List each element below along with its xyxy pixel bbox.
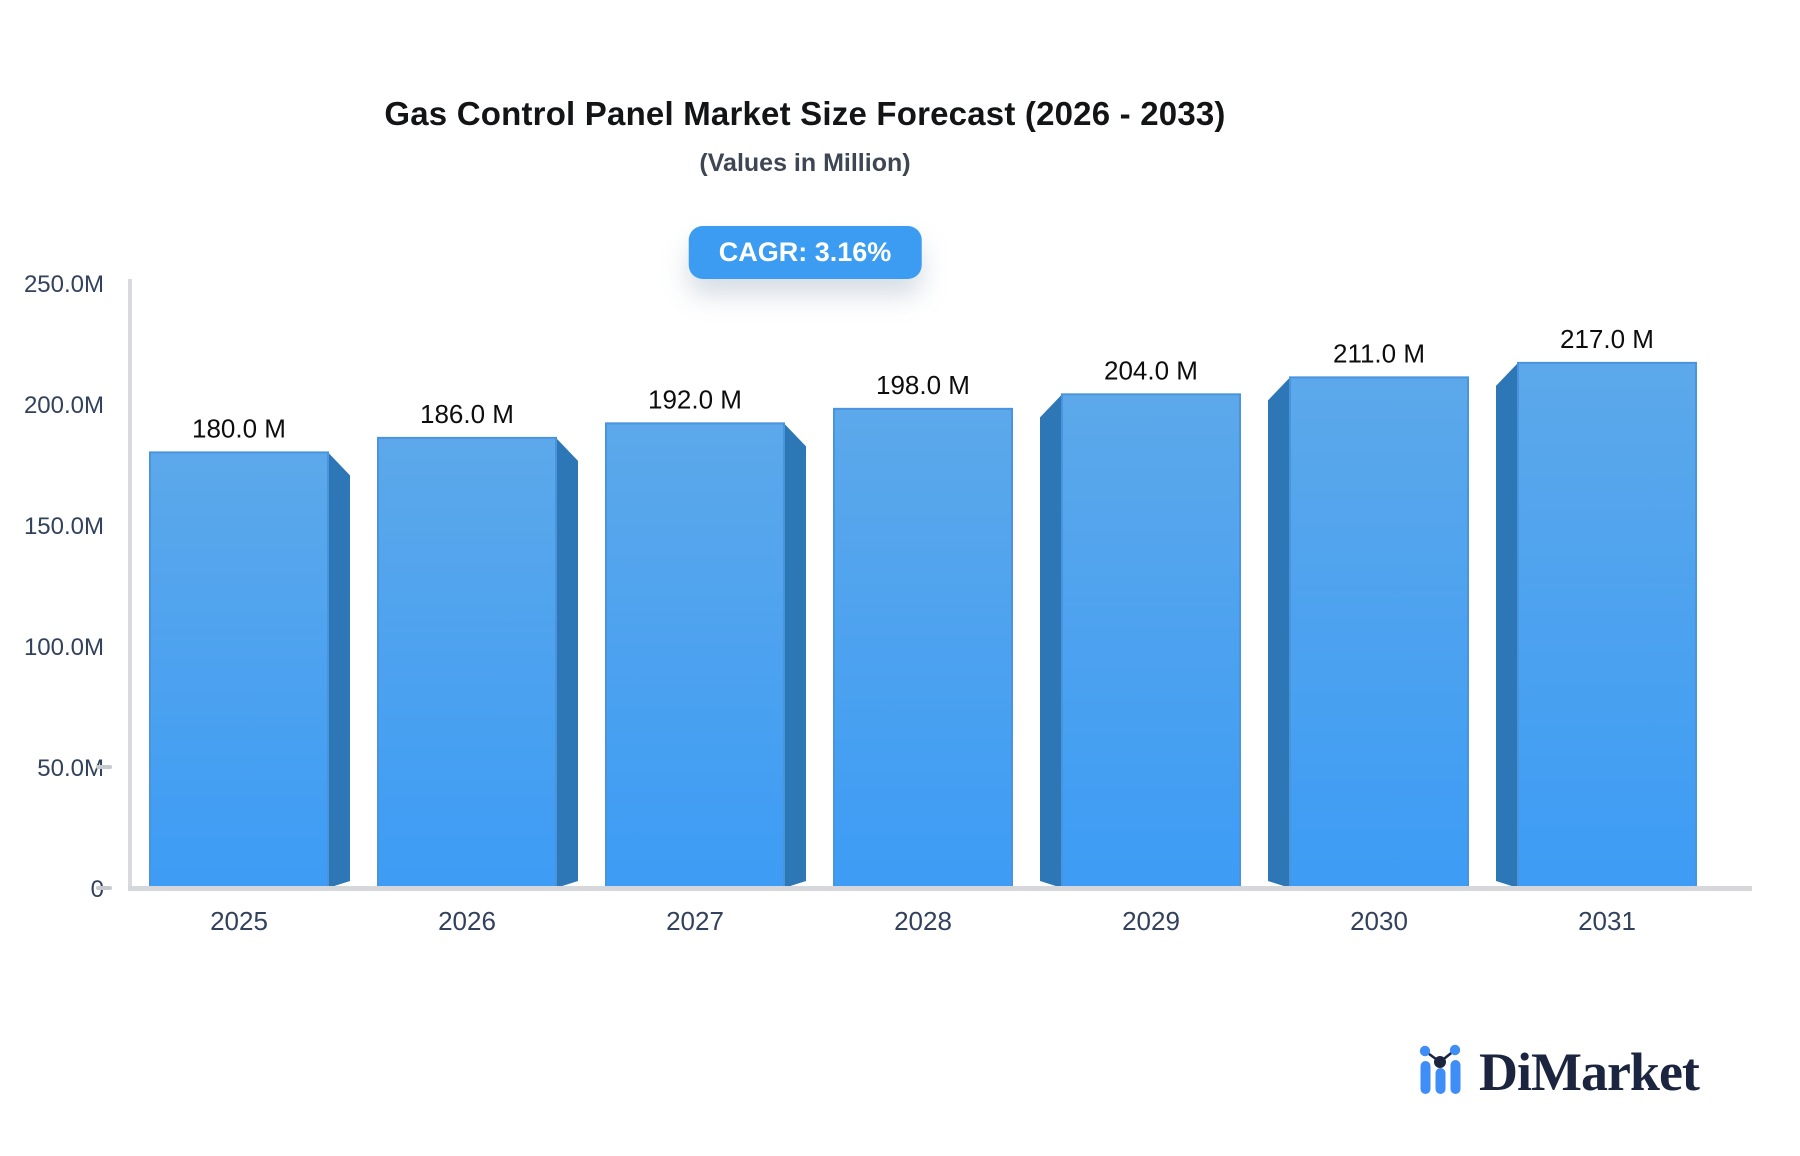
bar-value-label: 180.0 M — [192, 413, 286, 443]
x-axis-label: 2031 — [1578, 906, 1636, 936]
y-axis-tick — [96, 765, 112, 769]
bar-3d-side — [328, 452, 350, 888]
x-axis-label: 2025 — [210, 906, 268, 936]
bar-3d-side — [556, 437, 578, 888]
x-axis-label: 2027 — [666, 906, 724, 936]
bar-value-label: 186.0 M — [420, 399, 514, 429]
y-axis-label: 150.0M — [24, 513, 104, 540]
chart-subtitle: (Values in Million) — [699, 149, 911, 177]
bar — [605, 422, 785, 889]
bar-value-label: 192.0 M — [648, 384, 742, 414]
bar — [1517, 361, 1697, 889]
bar-chart-trend-icon — [1419, 1044, 1461, 1094]
bar-value-label: 211.0 M — [1333, 338, 1425, 368]
bar-3d-side — [1268, 377, 1290, 888]
logo: DiMarket — [1416, 1038, 1700, 1102]
bar-value-label: 217.0 M — [1560, 324, 1654, 354]
bar-value-label: 204.0 M — [1104, 355, 1198, 385]
x-axis-label: 2030 — [1350, 906, 1408, 936]
y-axis-label: 200.0M — [24, 392, 104, 419]
y-axis-tick — [96, 886, 112, 890]
y-axis-label: 50.0M — [37, 755, 104, 782]
bar — [833, 407, 1013, 889]
x-axis-label: 2026 — [438, 906, 496, 936]
x-axis-label: 2028 — [894, 906, 952, 936]
y-axis-label: 100.0M — [24, 634, 104, 661]
cagr-badge: CAGR: 3.16% — [688, 226, 922, 279]
bar — [377, 436, 557, 889]
bar-3d-side — [1040, 394, 1062, 888]
bar — [1061, 393, 1241, 889]
x-axis-label: 2029 — [1122, 906, 1180, 936]
y-axis-line — [128, 279, 132, 890]
bar — [1289, 376, 1469, 889]
chart-title: Gas Control Panel Market Size Forecast (… — [384, 95, 1226, 132]
y-axis-label: 250.0M — [24, 271, 104, 298]
bar-3d-side — [784, 423, 806, 888]
bar — [149, 451, 329, 889]
x-axis-line — [128, 886, 1752, 891]
brand-name: DiMarket — [1479, 1041, 1700, 1102]
bar-3d-side — [1496, 362, 1518, 888]
bar-value-label: 198.0 M — [876, 370, 970, 400]
